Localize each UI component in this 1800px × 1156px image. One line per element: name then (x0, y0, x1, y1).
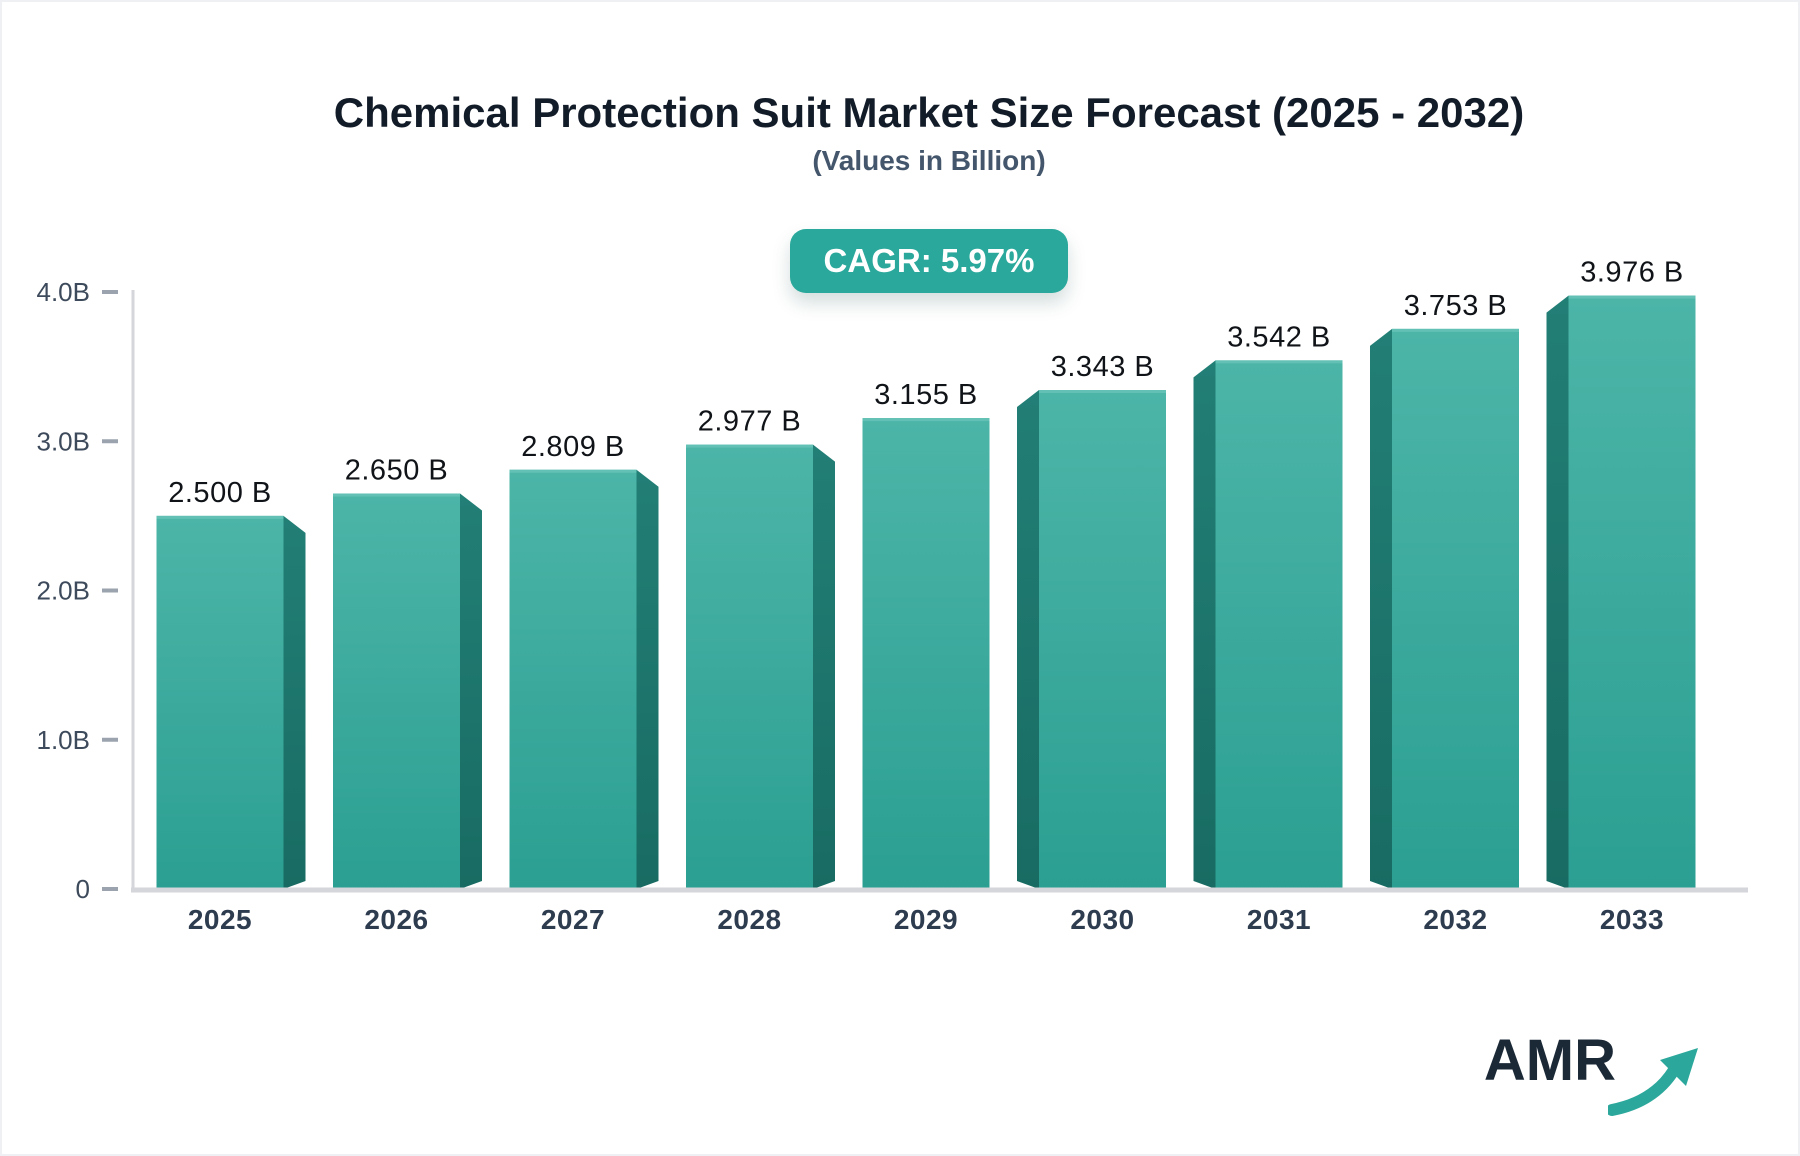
y-axis-label: 3.0B (37, 426, 91, 456)
chart-subtitle: (Values in Billion) (812, 145, 1046, 177)
bar-value-label: 2.500 B (168, 477, 271, 509)
bar-2026 (333, 493, 482, 889)
bar-2030 (1017, 390, 1166, 889)
logo-text: AMR (1483, 1028, 1616, 1093)
bar-value-label: 3.155 B (874, 379, 977, 411)
bar-side-face (636, 469, 659, 889)
x-axis-label: 2031 (1247, 904, 1311, 935)
x-axis-label: 2026 (364, 904, 428, 935)
bar-value-label: 2.650 B (345, 454, 448, 486)
bar-value-label: 3.753 B (1404, 290, 1507, 322)
bar-front-face (1392, 328, 1519, 889)
amr-logo: AMR (1484, 1032, 1702, 1120)
bar-2027 (509, 469, 659, 889)
bar-side-face (813, 444, 835, 889)
x-axis-label: 2025 (188, 904, 252, 935)
bar-side-face (460, 493, 482, 889)
bar-front-face (509, 469, 637, 889)
x-axis-label: 2028 (717, 904, 781, 935)
bar-value-label: 2.977 B (698, 406, 801, 438)
bar-value-label: 3.542 B (1227, 321, 1330, 353)
cagr-badge: CAGR: 5.97% (789, 229, 1069, 294)
bar-side-face (1017, 390, 1039, 889)
chart-header: Chemical Protection Suit Market Size For… (134, 89, 1724, 294)
bar-front-face (333, 493, 460, 889)
bar-side-face (1546, 295, 1569, 889)
bar-value-label: 3.343 B (1051, 351, 1154, 383)
bar-2031 (1193, 360, 1343, 889)
bar-2033 (1546, 295, 1696, 889)
bar-front-face (1039, 390, 1166, 889)
bar-front-face (686, 444, 813, 889)
bar-front-face (862, 418, 990, 889)
bar-front-face (156, 515, 284, 889)
bar-2028 (686, 444, 835, 889)
bar-2025 (156, 515, 306, 889)
bar-front-face (1215, 360, 1343, 889)
x-axis-label: 2027 (541, 904, 605, 935)
bar-value-label: 2.809 B (521, 431, 624, 463)
x-axis-label: 2033 (1600, 904, 1664, 935)
y-axis-label: 1.0B (37, 725, 91, 755)
bar-2032 (1370, 328, 1519, 889)
chart-title: Chemical Protection Suit Market Size For… (333, 89, 1525, 136)
y-axis-label: 4.0B (37, 277, 91, 307)
x-axis-label: 2032 (1423, 904, 1487, 935)
bar-side-face (1193, 360, 1216, 889)
x-axis-label: 2030 (1070, 904, 1134, 935)
bar-front-face (1568, 295, 1696, 889)
bar-side-face (283, 515, 306, 889)
logo-arrow-icon (1608, 1048, 1698, 1116)
bar-value-label: 3.976 B (1580, 257, 1683, 289)
bar-side-face (1370, 328, 1392, 889)
y-axis-label: 2.0B (37, 576, 91, 606)
x-axis-label: 2029 (894, 904, 958, 935)
y-axis-label: 0 (76, 874, 90, 904)
bar-2029 (862, 418, 990, 889)
